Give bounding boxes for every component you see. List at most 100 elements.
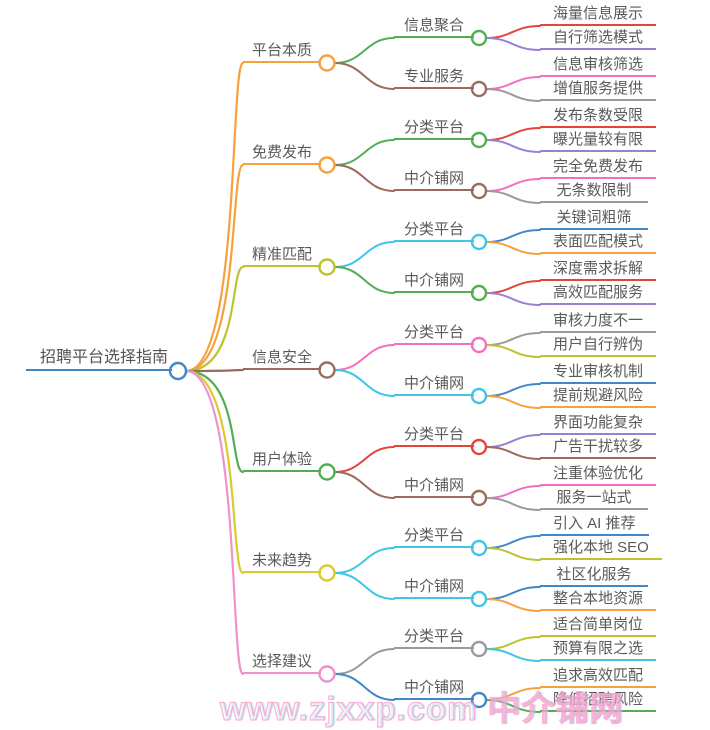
subtopic-node-label[interactable]: 信息聚合 <box>394 15 474 38</box>
subtopic-node-label[interactable]: 中介铺网 <box>394 576 474 599</box>
root-node-label[interactable]: 招聘平台选择指南 <box>26 346 172 371</box>
leaf-node-label[interactable]: 追求高效匹配 <box>540 665 657 688</box>
branch-sub-connector <box>334 139 395 166</box>
leaf-node-label[interactable]: 高效匹配服务 <box>540 282 657 305</box>
subtopic-node-label[interactable]: 分类平台 <box>394 626 474 649</box>
sub-leaf-connector <box>485 699 541 713</box>
leaf-node-label[interactable]: 预算有限之选 <box>540 638 657 661</box>
leaf-node-label[interactable]: 关键词粗筛 <box>540 207 648 230</box>
sub-leaf-connector <box>485 88 541 102</box>
sub-leaf-connector <box>485 446 541 460</box>
subtopic-node-circle[interactable] <box>470 131 488 149</box>
leaf-node-label[interactable]: 界面功能复杂 <box>540 412 657 435</box>
branch-node-label[interactable]: 选择建议 <box>243 651 321 674</box>
sub-leaf-connector <box>485 598 541 612</box>
branch-node-circle[interactable] <box>318 361 336 379</box>
subtopic-node-circle[interactable] <box>470 691 488 709</box>
branch-node-circle[interactable] <box>318 665 336 683</box>
root-branch-connector <box>184 369 245 676</box>
subtopic-node-circle[interactable] <box>470 539 488 557</box>
subtopic-node-label[interactable]: 中介铺网 <box>394 168 474 191</box>
subtopic-node-label[interactable]: 分类平台 <box>394 322 474 345</box>
subtopic-node-circle[interactable] <box>470 80 488 98</box>
leaf-node-label[interactable]: 信息审核筛选 <box>540 54 657 77</box>
leaf-node-label[interactable]: 社区化服务 <box>540 564 648 587</box>
sub-leaf-connector <box>485 332 541 346</box>
subtopic-node-label[interactable]: 中介铺网 <box>394 270 474 293</box>
leaf-node-label[interactable]: 增值服务提供 <box>540 78 657 101</box>
branch-sub-connector <box>334 266 395 294</box>
subtopic-node-circle[interactable] <box>470 489 488 507</box>
sub-leaf-connector <box>485 190 541 204</box>
leaf-node-label[interactable]: 审核力度不一 <box>540 310 657 333</box>
leaf-node-label[interactable]: 注重体验优化 <box>540 463 657 486</box>
leaf-node-label[interactable]: 自行筛选模式 <box>540 27 657 50</box>
sub-leaf-connector <box>485 535 541 549</box>
subtopic-node-label[interactable]: 分类平台 <box>394 219 474 242</box>
leaf-node-label[interactable]: 引入 AI 推荐 <box>540 513 649 536</box>
leaf-node-label[interactable]: 服务一站式 <box>540 487 648 510</box>
branch-sub-connector <box>334 164 395 192</box>
leaf-node-label[interactable]: 发布条数受限 <box>540 105 657 128</box>
sub-leaf-connector <box>485 25 541 39</box>
leaf-node-label[interactable]: 强化本地 SEO <box>540 537 662 560</box>
sub-leaf-connector <box>485 687 541 701</box>
subtopic-node-label[interactable]: 专业服务 <box>394 66 474 89</box>
branch-sub-connector <box>334 673 395 701</box>
leaf-node-label[interactable]: 降低招聘风险 <box>540 689 657 712</box>
branch-node-circle[interactable] <box>318 564 336 582</box>
branch-node-circle[interactable] <box>318 463 336 481</box>
root-node-circle[interactable] <box>168 361 188 381</box>
branch-sub-connector <box>334 572 395 600</box>
leaf-node-label[interactable]: 专业审核机制 <box>540 361 657 384</box>
sub-leaf-connector <box>485 127 541 141</box>
branch-sub-connector <box>334 547 395 574</box>
leaf-node-label[interactable]: 完全免费发布 <box>540 156 657 179</box>
subtopic-node-label[interactable]: 中介铺网 <box>394 475 474 498</box>
leaf-node-label[interactable]: 提前规避风险 <box>540 385 657 408</box>
branch-node-circle[interactable] <box>318 258 336 276</box>
branch-node-circle[interactable] <box>318 156 336 174</box>
sub-leaf-connector <box>485 434 541 448</box>
subtopic-node-circle[interactable] <box>470 590 488 608</box>
sub-leaf-connector <box>485 497 541 511</box>
subtopic-node-circle[interactable] <box>470 284 488 302</box>
subtopic-node-label[interactable]: 分类平台 <box>394 424 474 447</box>
branch-sub-connector <box>334 37 395 64</box>
subtopic-node-circle[interactable] <box>470 182 488 200</box>
subtopic-node-circle[interactable] <box>470 438 488 456</box>
leaf-node-label[interactable]: 表面匹配模式 <box>540 231 657 254</box>
branch-node-circle[interactable] <box>318 54 336 72</box>
leaf-node-label[interactable]: 广告干扰较多 <box>540 436 657 459</box>
branch-node-label[interactable]: 精准匹配 <box>243 244 321 267</box>
subtopic-node-label[interactable]: 中介铺网 <box>394 373 474 396</box>
branch-sub-connector <box>334 369 395 397</box>
root-branch-connector <box>184 368 245 373</box>
subtopic-node-circle[interactable] <box>470 29 488 47</box>
leaf-node-label[interactable]: 海量信息展示 <box>540 3 657 26</box>
leaf-node-label[interactable]: 无条数限制 <box>540 180 648 203</box>
leaf-node-label[interactable]: 用户自行辨伪 <box>540 334 657 357</box>
subtopic-node-label[interactable]: 中介铺网 <box>394 677 474 700</box>
sub-leaf-connector <box>485 37 541 51</box>
root-branch-connector <box>184 265 245 373</box>
sub-leaf-connector <box>485 395 541 409</box>
leaf-node-label[interactable]: 曝光量较有限 <box>540 129 657 152</box>
branch-node-label[interactable]: 信息安全 <box>243 347 321 370</box>
subtopic-node-circle[interactable] <box>470 233 488 251</box>
leaf-node-label[interactable]: 深度需求拆解 <box>540 258 657 281</box>
branch-node-label[interactable]: 用户体验 <box>243 449 321 472</box>
subtopic-node-label[interactable]: 分类平台 <box>394 525 474 548</box>
subtopic-node-circle[interactable] <box>470 387 488 405</box>
leaf-node-label[interactable]: 整合本地资源 <box>540 588 657 611</box>
branch-node-label[interactable]: 未来趋势 <box>243 550 321 573</box>
sub-leaf-connector <box>485 229 541 243</box>
leaf-node-label[interactable]: 适合简单岗位 <box>540 614 657 637</box>
sub-leaf-connector <box>485 547 541 561</box>
branch-node-label[interactable]: 免费发布 <box>243 142 321 165</box>
subtopic-node-circle[interactable] <box>470 640 488 658</box>
branch-node-label[interactable]: 平台本质 <box>243 40 321 63</box>
subtopic-node-label[interactable]: 分类平台 <box>394 117 474 140</box>
subtopic-node-circle[interactable] <box>470 336 488 354</box>
